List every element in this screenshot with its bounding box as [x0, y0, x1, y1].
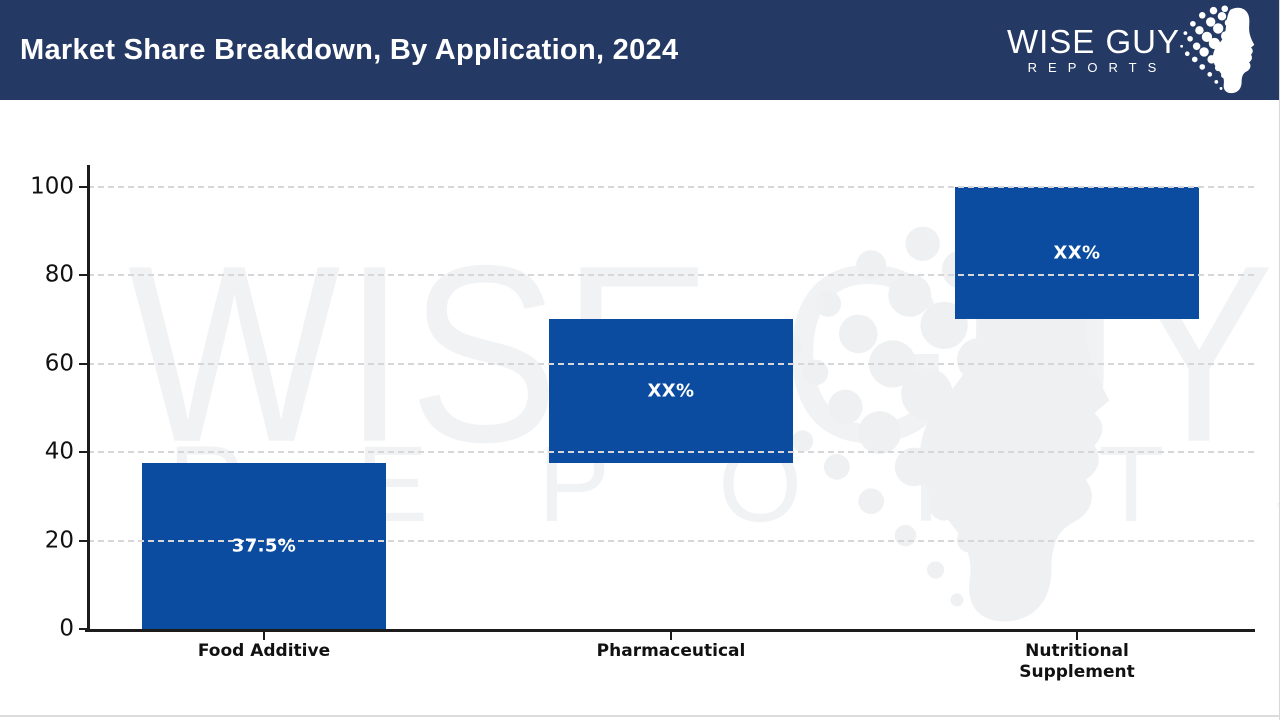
bar-value-label: 37.5% [231, 535, 297, 557]
gridline [88, 185, 1254, 188]
gridline [88, 451, 1254, 453]
y-axis-tick [79, 362, 88, 365]
bar-value-label: XX% [1053, 242, 1101, 264]
header-bar: Market Share Breakdown, By Application, … [0, 0, 1279, 100]
y-axis-tick-label: 80 [44, 261, 74, 288]
x-axis-category-label: Nutritional Supplement [1019, 641, 1135, 683]
bottom-divider [0, 715, 1279, 717]
brand-logo: WISE GUY REPORTS [1007, 5, 1268, 95]
y-axis-tick [79, 451, 88, 453]
y-axis-tick-label: 40 [44, 438, 74, 465]
page-title: Market Share Breakdown, By Application, … [20, 33, 679, 66]
bar-value-label: XX% [647, 380, 695, 402]
bar-segment [549, 319, 793, 464]
y-axis-tick [79, 539, 88, 542]
y-axis-tick [79, 185, 88, 188]
y-axis-tick-label: 60 [44, 350, 74, 376]
x-axis-line [85, 629, 1255, 632]
y-axis-line [87, 165, 90, 631]
y-axis-tick-label: 0 [59, 615, 74, 642]
x-axis-tick [263, 632, 265, 640]
y-axis-tick [79, 628, 88, 630]
gridline [88, 539, 1254, 542]
gridline [88, 362, 1254, 365]
wise-guy-head-icon [1174, 5, 1268, 95]
gridline [88, 274, 1254, 276]
brand-name: WISE GUY [1006, 22, 1180, 60]
chart-area: WISE GUY R E P O R T S 37.5% XX% XX% 0 20 40… [0, 100, 1279, 720]
bar-segment [955, 186, 1199, 320]
x-axis-category-label: Pharmaceutical [596, 641, 746, 661]
y-axis-tick-label: 20 [44, 527, 74, 553]
x-axis-tick [1076, 632, 1078, 640]
brand-logo-text: WISE GUY REPORTS [1006, 22, 1180, 76]
x-axis-tick [670, 632, 672, 640]
bar-segment [142, 463, 386, 629]
y-axis-tick [79, 274, 88, 276]
x-axis-category-label: Food Additive [197, 641, 331, 661]
brand-subname: REPORTS [1027, 60, 1168, 76]
y-axis-tick-label: 100 [30, 173, 74, 199]
